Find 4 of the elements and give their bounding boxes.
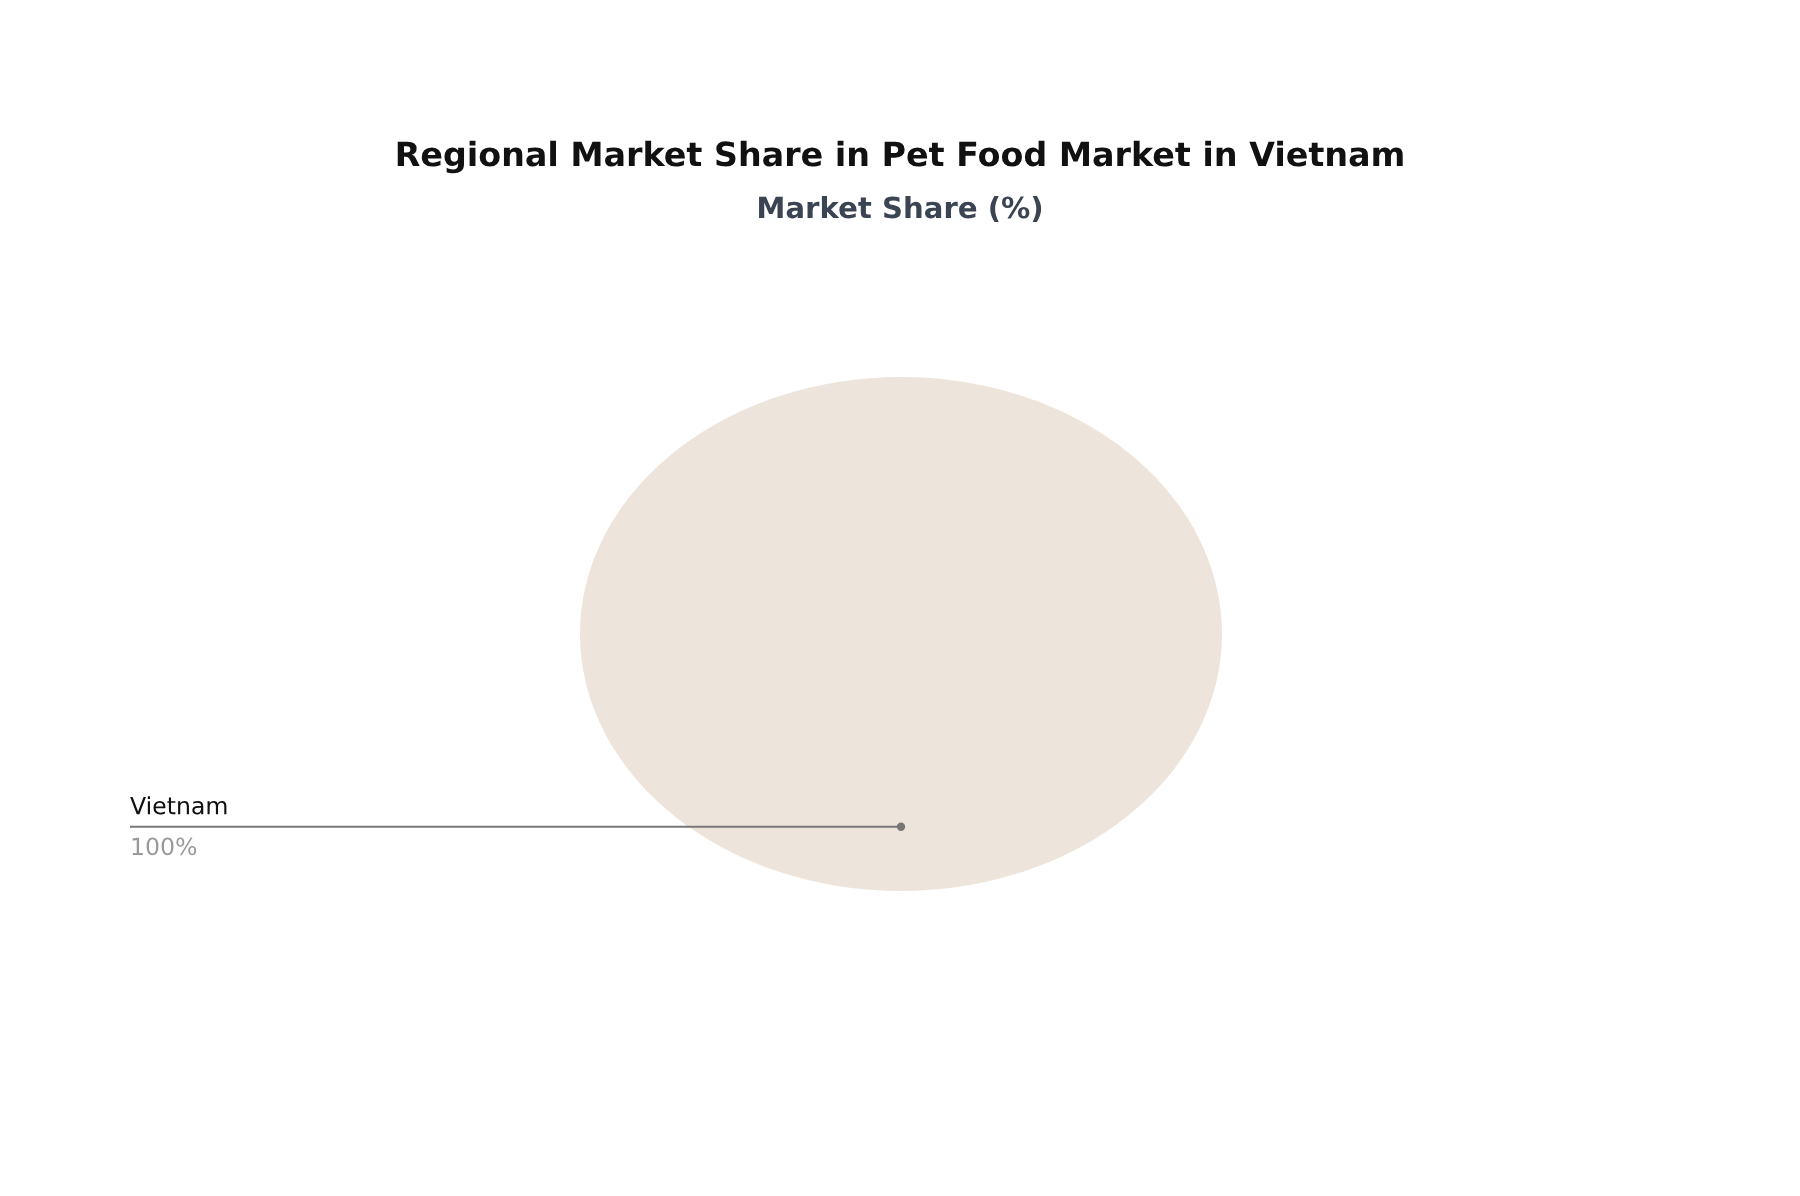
slice-label: Vietnam: [130, 796, 227, 815]
data-label: 100%: [132, 837, 197, 856]
chart-title: Regional Market Share in Pet Food Market in Vietnam: [397, 140, 1403, 174]
chart-subtitle: Market Share (%): [759, 195, 1042, 222]
